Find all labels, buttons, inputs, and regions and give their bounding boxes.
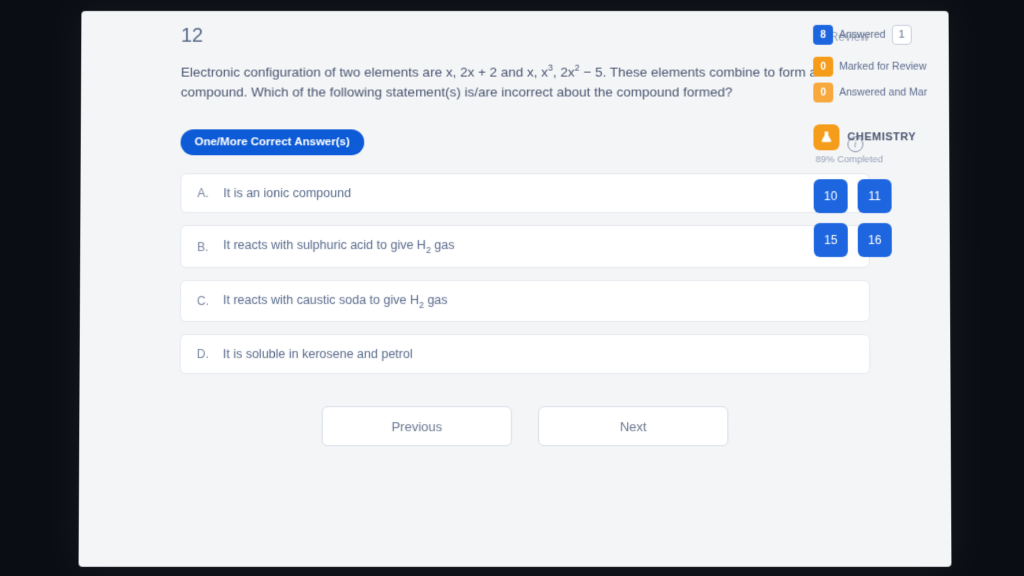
- legend-label: Marked for Review: [839, 61, 926, 73]
- nav-buttons: Previous Next: [179, 406, 870, 446]
- grid-cell[interactable]: 10: [814, 179, 848, 213]
- option-letter: B.: [197, 240, 223, 254]
- option-text: It is an ionic compound: [223, 187, 351, 201]
- question-header: 12 ☆ Review: [181, 25, 869, 48]
- badge-answered: 8: [813, 25, 833, 45]
- legend-answered: 8 Answered: [813, 25, 886, 45]
- grid-cell[interactable]: 16: [858, 223, 892, 257]
- legend-answered-marked: 0 Answered and Mar: [813, 83, 953, 103]
- flask-icon: [813, 124, 839, 150]
- app-screen: 12 ☆ Review Electronic configuration of …: [79, 11, 952, 567]
- question-text: Electronic configuration of two elements…: [181, 62, 869, 104]
- legend-label: Answered and Mar: [839, 87, 927, 99]
- option-letter: A.: [197, 187, 223, 201]
- options-list: A. It is an ionic compound ☟ B. It react…: [180, 174, 871, 375]
- option-text: It is soluble in kerosene and petrol: [223, 347, 413, 361]
- question-grid: 10 11 15 16: [814, 179, 904, 257]
- grid-cell[interactable]: 11: [858, 179, 892, 213]
- legend-row: 8 Answered 1: [813, 25, 953, 51]
- question-panel: 12 ☆ Review Electronic configuration of …: [179, 25, 870, 447]
- legend-unanswered: 1: [892, 25, 912, 45]
- sidebar: 8 Answered 1 0 Marked for Review 0 Answe…: [813, 25, 954, 257]
- answer-type-row: One/More Correct Answer(s) i: [181, 130, 870, 160]
- previous-button[interactable]: Previous: [322, 406, 512, 446]
- badge-unanswered: 1: [892, 25, 912, 45]
- option-text: It reacts with sulphuric acid to give H2…: [223, 238, 454, 254]
- option-c[interactable]: C. It reacts with caustic soda to give H…: [180, 280, 870, 322]
- option-d[interactable]: D. It is soluble in kerosene and petrol: [180, 334, 871, 374]
- progress-text: 89% Completed: [816, 154, 954, 165]
- question-number: 12: [181, 25, 203, 48]
- badge-answered-marked: 0: [813, 83, 833, 103]
- grid-cell[interactable]: 15: [814, 223, 848, 257]
- option-b[interactable]: B. It reacts with sulphuric acid to give…: [180, 225, 870, 267]
- option-text: It reacts with caustic soda to give H2 g…: [223, 293, 448, 309]
- subject-name: CHEMISTRY: [847, 131, 916, 143]
- option-letter: D.: [197, 347, 223, 361]
- option-letter: C.: [197, 294, 223, 308]
- next-button[interactable]: Next: [538, 406, 728, 446]
- legend-marked: 0 Marked for Review: [813, 57, 953, 77]
- legend-label: Answered: [839, 29, 886, 41]
- subject-header[interactable]: CHEMISTRY: [813, 124, 953, 150]
- badge-marked: 0: [813, 57, 833, 77]
- option-a[interactable]: A. It is an ionic compound ☟: [180, 174, 869, 214]
- answer-type-pill: One/More Correct Answer(s): [181, 130, 364, 156]
